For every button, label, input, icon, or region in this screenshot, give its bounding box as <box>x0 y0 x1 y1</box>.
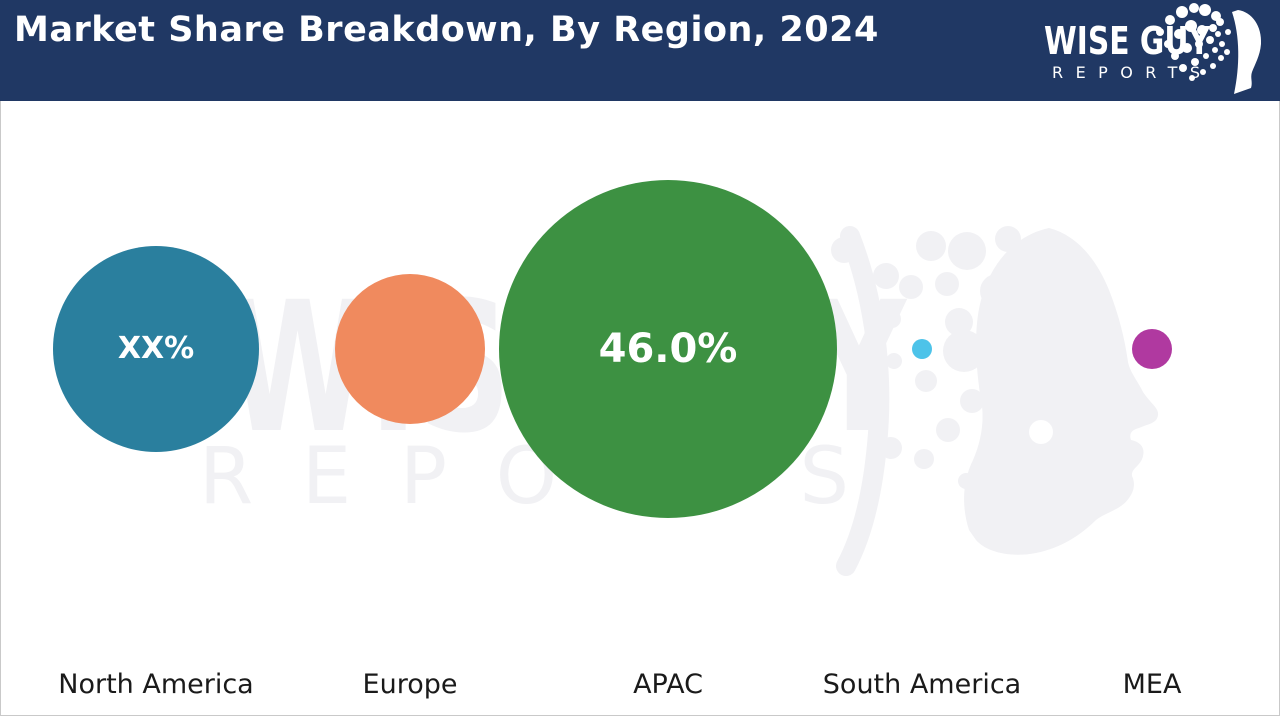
bubble-plot: XX% 46.0% <box>1 101 1279 715</box>
category-label-south-america: South America <box>822 669 1022 700</box>
category-label-europe: Europe <box>362 669 458 700</box>
bubble-value-label-apac: 46.0% <box>598 326 738 372</box>
category-label-apac: APAC <box>633 669 703 700</box>
bubble-north-america: XX% <box>53 246 259 452</box>
category-label-north-america: North America <box>58 669 254 700</box>
bubble-europe <box>335 274 485 424</box>
category-label-mea: MEA <box>1122 669 1182 700</box>
bubble-mea <box>1132 329 1172 369</box>
category-axis: North America Europe APAC South America MEA <box>1 101 1279 715</box>
header-bar: Market Share Breakdown, By Region, 2024 … <box>0 0 1280 101</box>
logo-wordmark: WISE GUY <box>1044 19 1210 63</box>
logo-face-dots-icon <box>1156 3 1231 81</box>
bubble-south-america <box>912 339 932 359</box>
bubble-value-label-north-america: XX% <box>117 331 195 366</box>
logo-face-profile-icon <box>1232 10 1262 94</box>
logo-subtext: REPORTS <box>1052 63 1200 82</box>
page-title: Market Share Breakdown, By Region, 2024 <box>14 10 879 50</box>
bubble-apac: 46.0% <box>499 180 837 518</box>
wise-guy-logo: WISE GUY REPORTS <box>1044 3 1262 94</box>
